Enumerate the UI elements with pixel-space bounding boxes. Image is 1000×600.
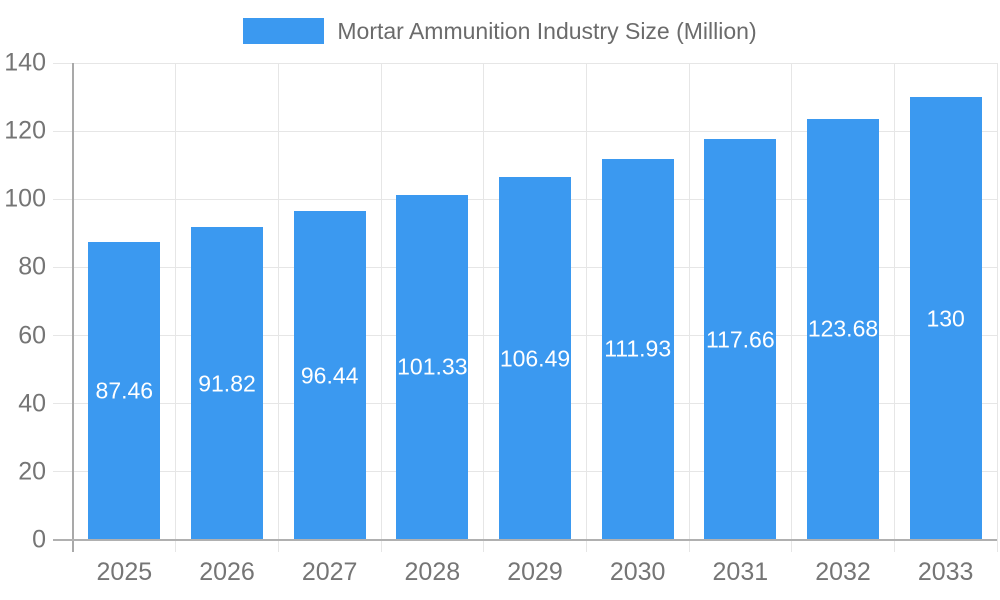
bar-value-label: 91.82 — [198, 370, 256, 397]
legend: Mortar Ammunition Industry Size (Million… — [0, 16, 1000, 46]
v-gridline — [483, 63, 485, 552]
v-gridline — [893, 63, 895, 552]
bar[interactable]: 106.49 — [499, 177, 571, 540]
legend-label[interactable]: Mortar Ammunition Industry Size (Million… — [337, 17, 757, 44]
bar-value-label: 106.49 — [499, 345, 571, 372]
bar-value-label: 111.93 — [604, 335, 672, 362]
y-tick-label: 0 — [32, 525, 46, 554]
bar[interactable]: 123.68 — [807, 118, 879, 540]
h-gridline — [53, 130, 997, 132]
x-tick-label: 2025 — [96, 558, 153, 586]
x-tick-label: 2033 — [917, 558, 974, 586]
bar[interactable]: 87.46 — [88, 242, 161, 540]
bar[interactable]: 117.66 — [704, 139, 777, 540]
y-tick-label: 60 — [18, 321, 46, 350]
y-tick-label: 140 — [4, 48, 46, 77]
bar-value-label: 117.66 — [706, 326, 775, 353]
v-gridline — [688, 63, 690, 552]
x-tick-label: 2030 — [609, 558, 666, 586]
x-axis-baseline — [53, 539, 997, 541]
y-tick-label: 20 — [18, 457, 46, 486]
x-tick-label: 2032 — [815, 558, 871, 586]
bar[interactable]: 96.44 — [293, 211, 366, 540]
x-tick-label: 2031 — [712, 558, 769, 586]
h-gridline — [53, 62, 997, 64]
v-gridline — [277, 63, 279, 552]
x-tick-label: 2028 — [404, 558, 461, 586]
y-axis-line — [72, 63, 74, 552]
bar[interactable]: 101.33 — [396, 194, 469, 540]
bar-value-label: 96.44 — [300, 362, 359, 389]
legend-swatch[interactable] — [243, 18, 325, 44]
y-tick-label: 40 — [18, 389, 46, 418]
y-tick-label: 100 — [4, 184, 46, 213]
bar[interactable]: 130 — [909, 97, 982, 540]
bar[interactable]: 91.82 — [191, 227, 263, 540]
v-gridline — [585, 63, 587, 552]
x-tick-label: 2029 — [507, 558, 563, 586]
x-tick-label: 2026 — [199, 558, 255, 586]
v-gridline — [996, 63, 998, 552]
bar-value-label: 123.68 — [807, 315, 879, 342]
x-tick-label: 2027 — [301, 558, 358, 586]
bar[interactable]: 111.93 — [601, 158, 674, 540]
y-tick-label: 120 — [4, 116, 46, 145]
bar-value-label: 101.33 — [397, 353, 468, 380]
bar-value-label: 87.46 — [95, 377, 154, 404]
y-tick-label: 80 — [18, 252, 46, 281]
v-gridline — [175, 63, 177, 552]
plot-area: 0 20 40 60 80 100 120 140 87.46 2025 91.82 2026 96.4… — [4, 49, 998, 586]
bar-value-label: 130 — [926, 305, 965, 332]
v-gridline — [380, 63, 382, 552]
v-gridline — [791, 63, 793, 552]
